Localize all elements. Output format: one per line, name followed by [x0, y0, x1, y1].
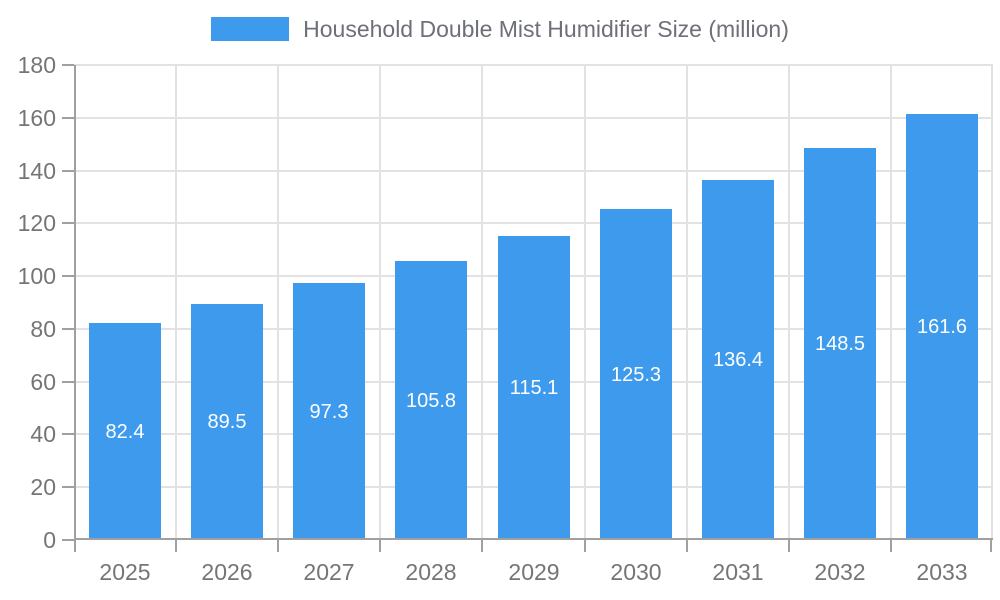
gridline-vertical — [991, 65, 993, 540]
x-axis-line — [74, 538, 993, 540]
y-axis-tick — [62, 486, 74, 488]
bar-value-label: 105.8 — [405, 389, 457, 412]
bar-value-label: 82.4 — [105, 420, 145, 443]
gridline-vertical — [584, 65, 586, 540]
y-tick-label: 20 — [30, 474, 56, 500]
bar[interactable]: 97.3 — [293, 283, 365, 540]
bar[interactable]: 148.5 — [804, 148, 876, 540]
bar-value-label: 125.3 — [610, 363, 662, 386]
y-axis-tick — [62, 222, 74, 224]
y-axis-tick — [62, 170, 74, 172]
legend-label: Household Double Mist Humidifier Size (m… — [303, 15, 789, 42]
y-tick-label: 120 — [17, 210, 56, 236]
gridline-vertical — [788, 65, 790, 540]
y-tick-label: 160 — [17, 105, 56, 131]
bar-value-label: 136.4 — [712, 349, 764, 371]
bar[interactable]: 161.6 — [906, 114, 978, 540]
x-tick-label: 2027 — [303, 559, 355, 585]
gridline-horizontal — [74, 222, 993, 224]
y-axis-tick — [62, 275, 74, 277]
plot-area: 0 20 40 60 80 100 120 140 160 180 82.4 2025 89.5 2026… — [18, 54, 993, 584]
gridline-vertical — [890, 65, 892, 540]
bar[interactable]: 115.1 — [498, 236, 570, 540]
x-axis-tick — [584, 540, 586, 552]
bar-value-label: 97.3 — [309, 400, 349, 423]
y-axis-tick — [62, 539, 74, 541]
legend-swatch-icon — [211, 17, 290, 41]
bar[interactable]: 82.4 — [89, 323, 161, 540]
x-tick-label: 2028 — [405, 559, 457, 585]
bar[interactable]: 89.5 — [191, 304, 263, 540]
x-axis-tick — [277, 540, 279, 552]
y-tick-label: 180 — [17, 52, 56, 78]
y-axis-tick — [62, 64, 74, 66]
gridline-vertical — [481, 65, 483, 540]
x-axis-tick — [175, 540, 177, 552]
x-axis-tick — [990, 540, 992, 552]
y-axis-tick — [62, 381, 74, 383]
bar-value-label: 148.5 — [814, 333, 866, 355]
x-axis-tick — [481, 540, 483, 552]
gridline-vertical — [277, 65, 279, 540]
y-tick-label: 140 — [17, 158, 56, 184]
gridline-vertical — [379, 65, 381, 540]
x-axis-tick — [890, 540, 892, 552]
y-tick-label: 0 — [43, 527, 56, 553]
bar-value-label: 115.1 — [509, 377, 559, 399]
y-axis-tick — [62, 117, 74, 119]
y-axis-tick — [62, 433, 74, 435]
x-tick-label: 2033 — [916, 559, 968, 585]
legend[interactable]: Household Double Mist Humidifier Size (m… — [0, 17, 1000, 41]
gridline-vertical — [175, 65, 177, 540]
x-tick-label: 2026 — [201, 559, 253, 585]
bar[interactable]: 125.3 — [600, 209, 672, 540]
x-axis-tick — [686, 540, 688, 552]
y-tick-label: 80 — [30, 316, 56, 342]
bar-value-label: 161.6 — [916, 316, 968, 338]
x-tick-label: 2030 — [610, 559, 662, 585]
x-tick-label: 2029 — [508, 559, 560, 585]
x-axis-tick — [788, 540, 790, 552]
gridline-horizontal — [74, 117, 993, 119]
bar[interactable]: 136.4 — [702, 180, 774, 540]
x-tick-label: 2031 — [712, 559, 764, 585]
y-tick-label: 100 — [17, 263, 56, 289]
x-axis-tick — [74, 540, 76, 552]
bar[interactable]: 105.8 — [395, 261, 467, 540]
gridline-horizontal — [74, 64, 993, 66]
x-axis-tick — [379, 540, 381, 552]
y-axis-line — [74, 65, 76, 540]
x-tick-label: 2025 — [99, 559, 151, 585]
gridline-vertical — [686, 65, 688, 540]
gridline-horizontal — [74, 170, 993, 172]
y-tick-label: 40 — [30, 421, 56, 447]
bar-value-label: 89.5 — [207, 411, 247, 433]
y-tick-label: 60 — [30, 369, 56, 395]
y-axis-tick — [62, 328, 74, 330]
x-tick-label: 2032 — [814, 559, 866, 585]
